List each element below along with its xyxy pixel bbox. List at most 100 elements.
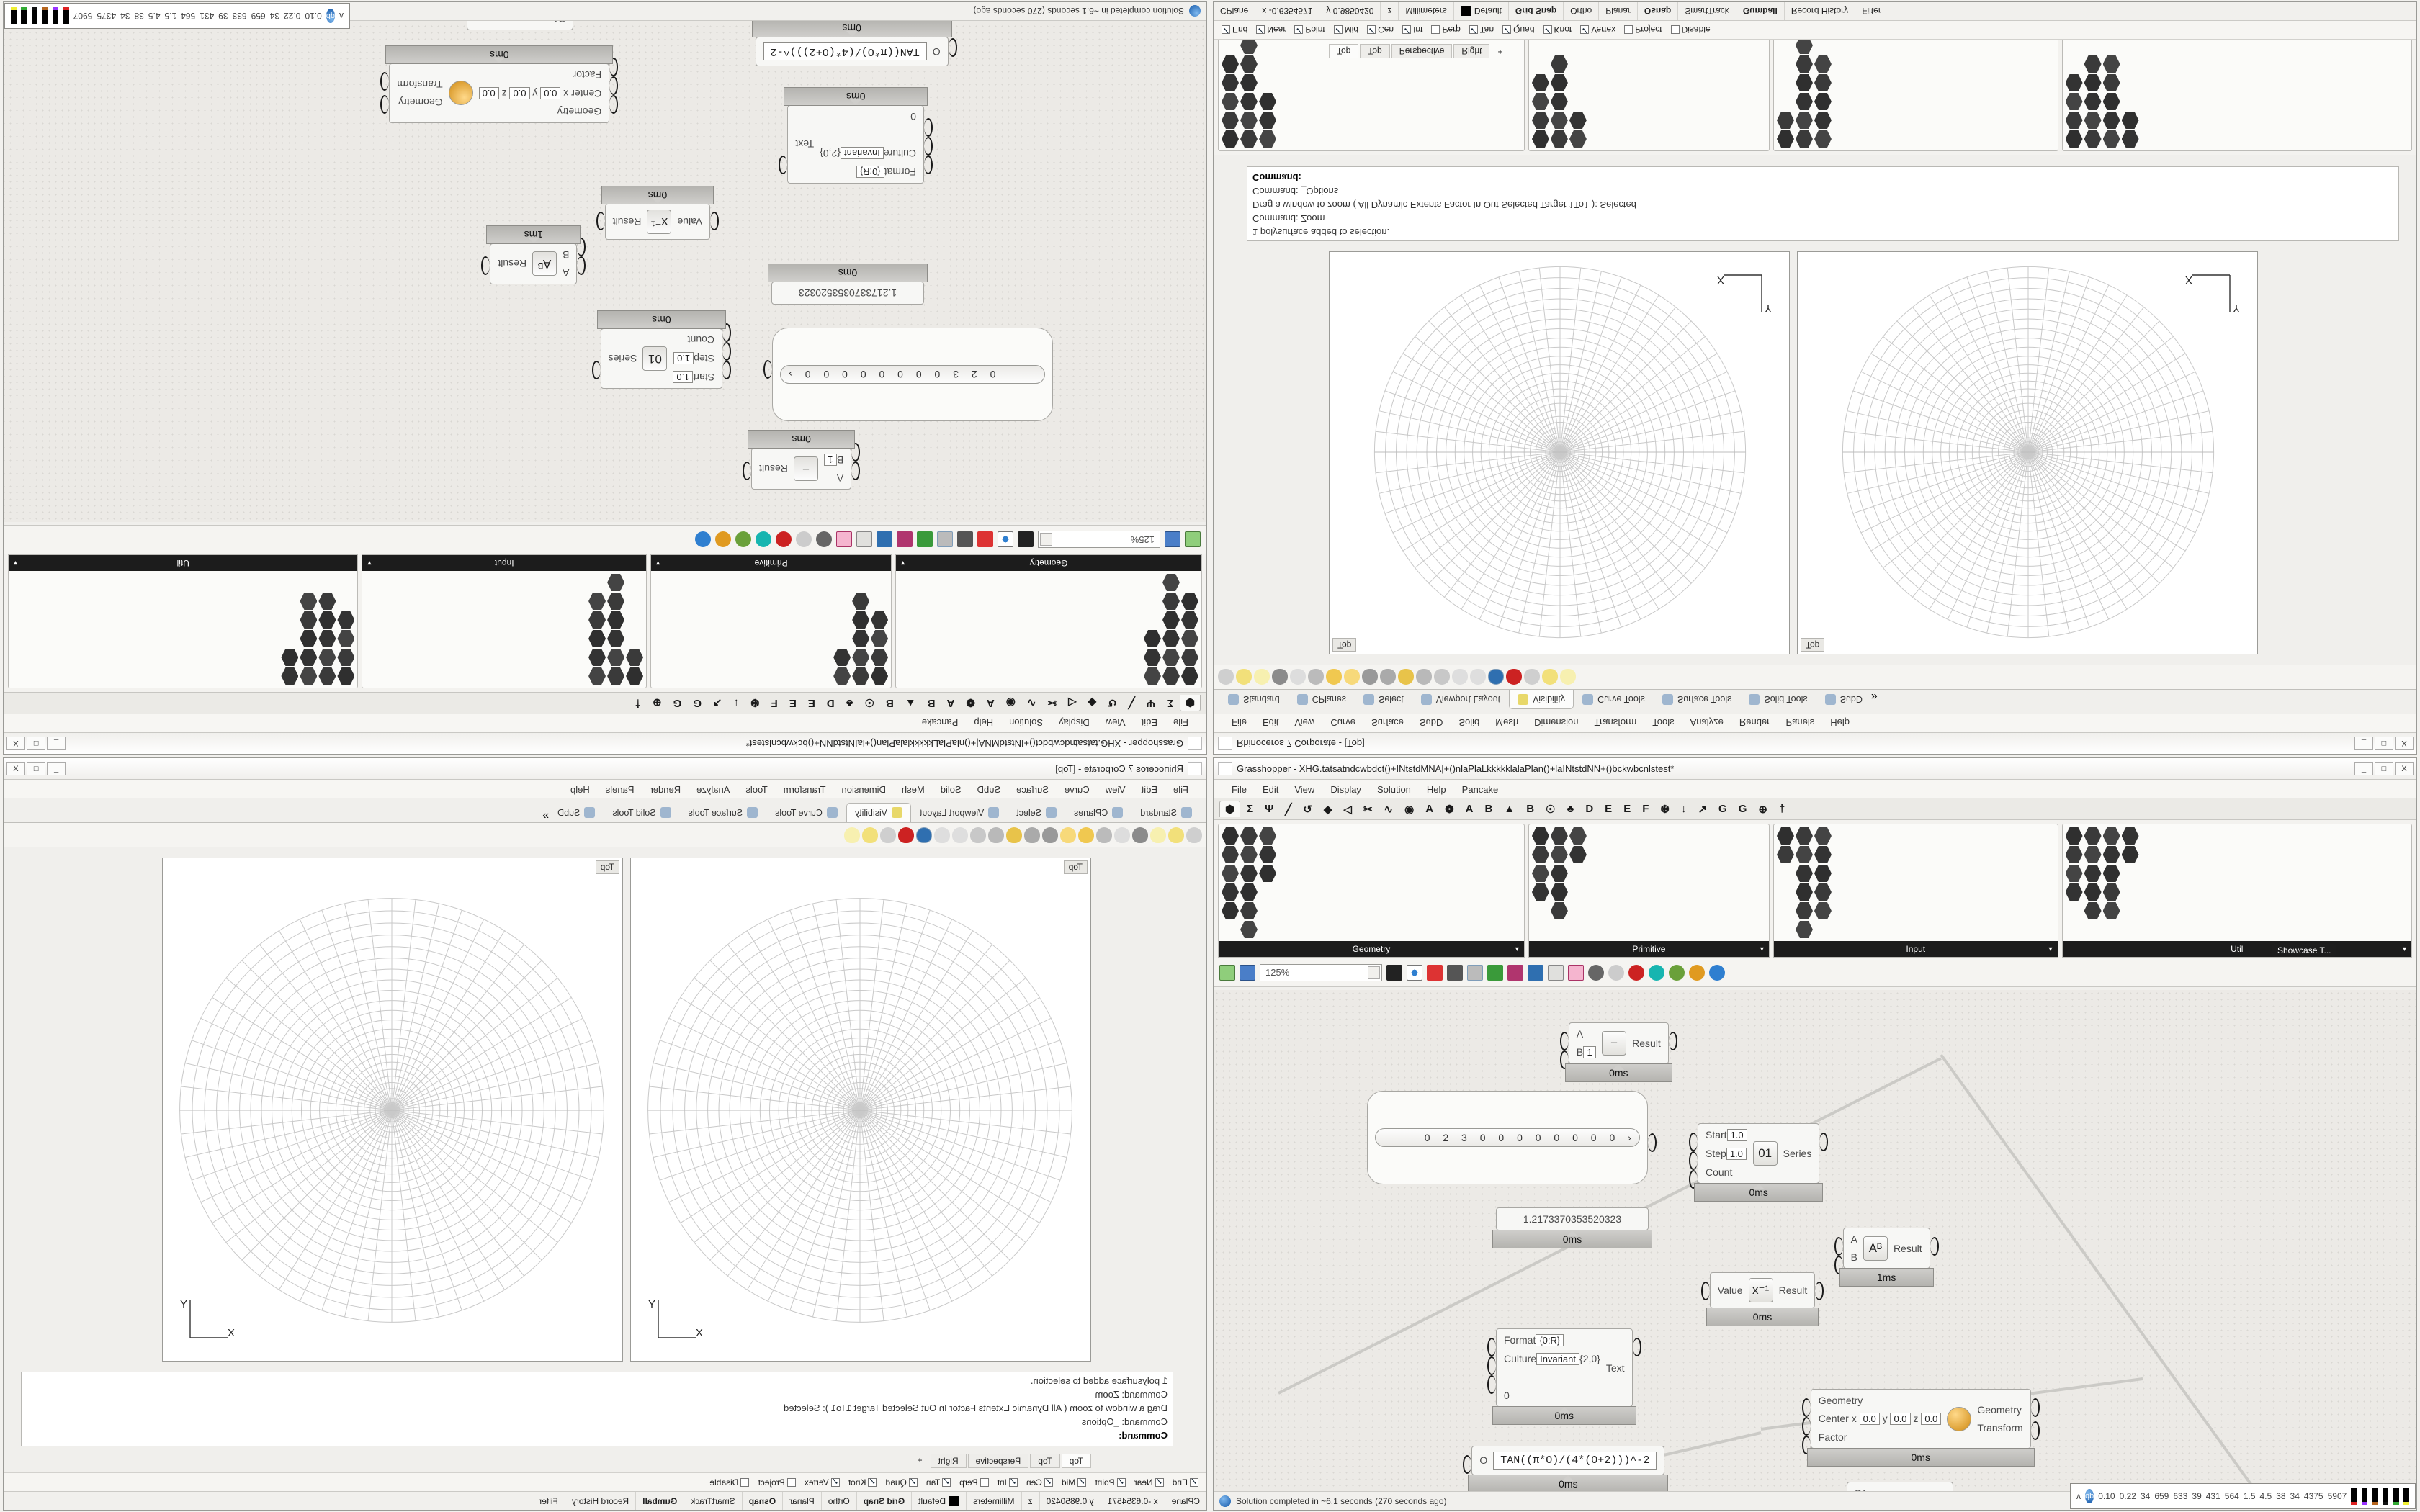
input-port[interactable]: [1487, 1338, 1496, 1357]
component-concat[interactable]: A B Aᴮ Result 1ms: [1834, 1228, 1939, 1287]
tab-viewport-layout[interactable]: Viewport Layout: [1412, 690, 1509, 709]
component-icon-geometry-2-2[interactable]: [1259, 865, 1276, 882]
component-icon-util-0-1[interactable]: [337, 649, 354, 666]
grasshopper-ribbon-tabs-tl[interactable]: ⬢ Σ Ψ ╱ ↺ ◆ ◁ ✂ ∿ ◉ A ❁ A B ▲ B ☉ ♣ D E E F ❆ ↓ ↗ G G ⊕ †: [4, 692, 1206, 714]
visibility-tool-19[interactable]: [844, 827, 860, 843]
input-port[interactable]: [1801, 1436, 1811, 1455]
visibility-tool-9[interactable]: [1380, 669, 1396, 685]
visibility-tool-1[interactable]: [1236, 669, 1252, 685]
system-monitor-widget-top[interactable]: ʌ qb 0.10 0.22 34 659 633 39 431 564 1.5 4.5 38 34 437…: [4, 3, 350, 29]
gh-menu-help[interactable]: Help: [1426, 783, 1446, 795]
component-icon-util-2-0[interactable]: [2103, 130, 2120, 148]
visibility-tool-9[interactable]: [1024, 827, 1040, 843]
visibility-tool-11[interactable]: [988, 827, 1004, 843]
output-port[interactable]: [2030, 1398, 2040, 1418]
remote-panel-icon[interactable]: [897, 531, 913, 548]
component-group-geometry[interactable]: Geometry ▾: [895, 554, 1202, 688]
gh-menu-edit[interactable]: Edit: [1141, 717, 1158, 729]
component-icon-geometry-1-0[interactable]: [1240, 130, 1258, 148]
checkbox-icon[interactable]: [942, 1477, 951, 1487]
ribbon-tab-18[interactable]: D: [1585, 803, 1594, 815]
gh-menu-solution[interactable]: Solution: [1009, 717, 1044, 729]
component-group-util[interactable]: Util ▾: [2061, 824, 2412, 958]
component-panel[interactable]: 1.2173370353520323 0ms: [1492, 1207, 1652, 1249]
grasshopper-menubar[interactable]: File Edit View Display Solution Help Pan…: [1214, 780, 2416, 798]
component-icon-util-2-1[interactable]: [2102, 846, 2120, 863]
rhino-menu-view[interactable]: View: [1105, 783, 1126, 795]
status-z[interactable]: z: [1021, 1492, 1039, 1510]
tab-cplanes[interactable]: CPlanes: [1065, 803, 1131, 822]
component-icon-geometry-1-0[interactable]: [1162, 667, 1180, 685]
ribbon-tab-15[interactable]: B: [885, 697, 894, 709]
component-icon-input-1-5[interactable]: [607, 574, 624, 591]
ribbon-tab-20[interactable]: E: [1623, 803, 1631, 815]
osnap-mid[interactable]: Mid: [1058, 1477, 1090, 1488]
component-icon-geometry-0-1[interactable]: [1222, 112, 1239, 129]
rhino-menu-surface[interactable]: Surface: [1371, 717, 1404, 729]
component-icon-geometry-1-4[interactable]: [1240, 902, 1258, 919]
blue-preview-icon[interactable]: [695, 531, 711, 548]
osnap-end[interactable]: End: [1218, 25, 1251, 35]
status-default[interactable]: Default: [911, 1492, 967, 1510]
input-port[interactable]: [1689, 1132, 1698, 1151]
visibility-tool-14[interactable]: [934, 827, 950, 843]
status-cplane[interactable]: CPlane: [1164, 1492, 1206, 1510]
component-icon-util-3-1[interactable]: [281, 649, 298, 666]
checkbox-icon[interactable]: [1077, 1477, 1087, 1487]
input-port[interactable]: [1487, 1375, 1496, 1395]
component-icon-util-0-0[interactable]: [2065, 827, 2083, 845]
visibility-tool-14[interactable]: [1470, 669, 1486, 685]
component-icon-geometry-1-1[interactable]: [1162, 649, 1180, 666]
gh-menu-edit[interactable]: Edit: [1262, 783, 1279, 795]
component-expression[interactable]: O TAN((π*O)/(4*(O+2)))^-2 0ms: [751, 21, 957, 67]
input-port[interactable]: [722, 342, 731, 361]
ribbon-tab-15[interactable]: B: [1526, 803, 1535, 815]
component-icon-input-2-1[interactable]: [588, 649, 606, 666]
gh-menu-file[interactable]: File: [1173, 717, 1188, 729]
component-icon-util-0-2[interactable]: [2065, 865, 2083, 882]
wire-preview-icon[interactable]: [756, 531, 771, 548]
output-port[interactable]: [591, 361, 601, 380]
input-port[interactable]: [1689, 1169, 1698, 1189]
window-buttons[interactable]: _ □ X: [6, 762, 66, 775]
visibility-tool-11[interactable]: [1416, 669, 1432, 685]
component-icon-primitive-2-1[interactable]: [1569, 112, 1587, 129]
component-number-slider[interactable]: 0 2 3 0 0 0 0 0 0 0 0 ›: [1366, 1091, 1657, 1184]
component-icon-input-1-2[interactable]: [607, 630, 624, 647]
ribbon-tab-22[interactable]: ❆: [1660, 803, 1670, 816]
osnap-cen[interactable]: Cen: [1363, 25, 1397, 35]
tab-viewport-layout[interactable]: Viewport Layout: [911, 803, 1008, 822]
checkbox-icon[interactable]: [1543, 25, 1552, 35]
component-icon-primitive-0-1[interactable]: [1531, 846, 1549, 863]
status-grid[interactable]: Grid Snap: [856, 1492, 912, 1510]
visibility-tool-3[interactable]: [1272, 669, 1288, 685]
rhino-menu-help[interactable]: Help: [1830, 717, 1850, 729]
ribbon-tab-23[interactable]: ↓: [733, 697, 740, 709]
rhino-menu-transform[interactable]: Transform: [783, 783, 826, 795]
gh-menu-view[interactable]: View: [1294, 783, 1315, 795]
component-icon-geometry-0-1[interactable]: [1222, 846, 1239, 863]
rhino-osnap-bar[interactable]: End Near Point Mid Cen Int Perp Tan Quad Knot Vert…: [4, 1472, 1206, 1491]
input-port[interactable]: [1801, 1398, 1811, 1418]
mesh-preview-icon[interactable]: [735, 531, 751, 548]
culture-value[interactable]: Invariant: [840, 146, 884, 159]
osnap-perp[interactable]: Perp: [1428, 25, 1464, 35]
add-viewport-icon[interactable]: +: [1497, 47, 1503, 57]
component-icon-util-0-1[interactable]: [2065, 846, 2083, 863]
rhino-statusbar-tr[interactable]: CPlane x -0.6354571 y 0.9850420 z Millimeter…: [1214, 2, 2416, 21]
status-gumball[interactable]: Gumball: [1736, 2, 1785, 20]
component-format[interactable]: Format{0:R} CultureInvariant{2,0} 0 Text 0m…: [779, 86, 933, 184]
osnap-knot[interactable]: Knot: [1540, 25, 1576, 35]
output-port[interactable]: [1668, 1031, 1677, 1050]
component-icon-primitive-1-0[interactable]: [1551, 130, 1568, 148]
qbittorrent-icon[interactable]: qb: [326, 9, 335, 23]
component-icon-primitive-1-3[interactable]: [852, 611, 869, 629]
component-icon-input-1-1[interactable]: [1795, 846, 1813, 863]
culture-value[interactable]: Invariant: [1536, 1353, 1580, 1366]
rhino-menu-solid[interactable]: Solid: [1458, 717, 1480, 729]
chevron-down-icon[interactable]: ▾: [2402, 945, 2406, 953]
component-icon-util-2-1[interactable]: [300, 649, 317, 666]
visibility-tool-12[interactable]: [1434, 669, 1450, 685]
